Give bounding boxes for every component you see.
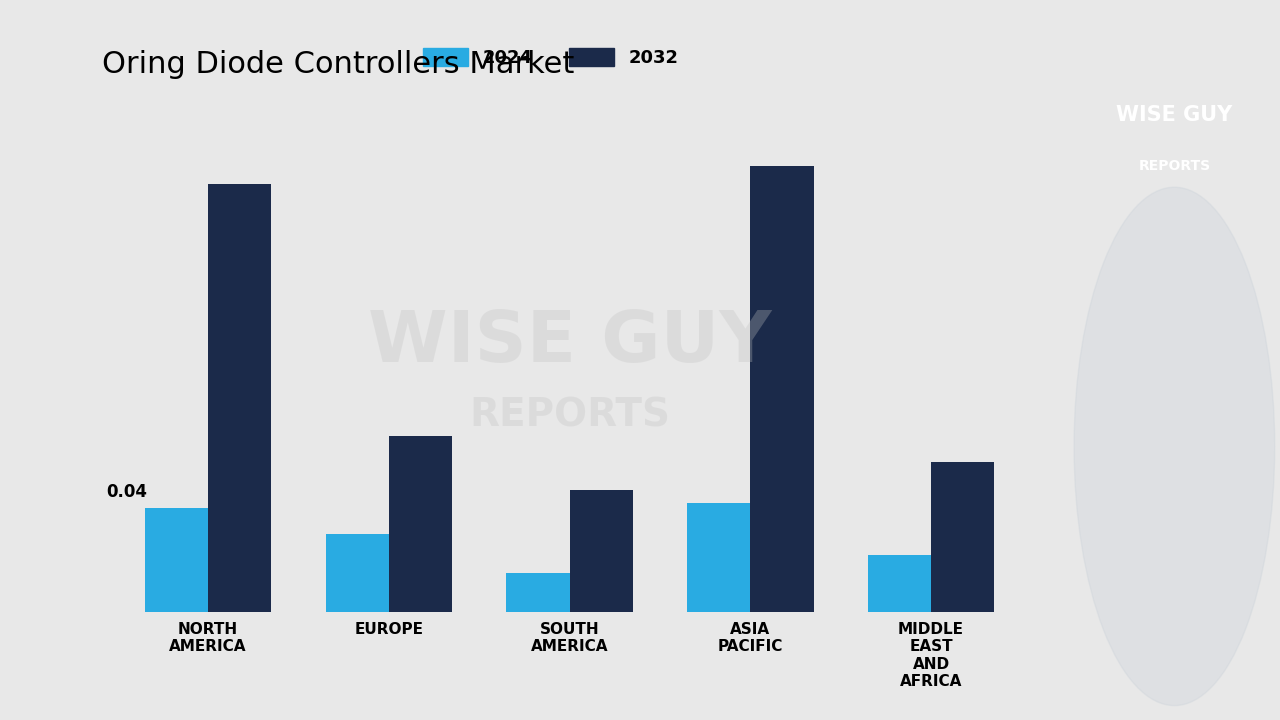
Text: WISE GUY: WISE GUY (1116, 105, 1233, 125)
Bar (209, 184, 271, 612)
Text: 0.04: 0.04 (106, 482, 147, 500)
Bar (687, 503, 750, 612)
Bar (931, 462, 995, 612)
Text: REPORTS: REPORTS (1138, 158, 1211, 173)
Bar (570, 490, 632, 612)
Ellipse shape (1074, 187, 1275, 706)
Legend: 2024, 2032: 2024, 2032 (416, 40, 686, 74)
Bar (325, 534, 389, 612)
Bar (145, 508, 209, 612)
Bar (750, 166, 814, 612)
Bar (868, 555, 931, 612)
Bar (507, 573, 570, 612)
Text: WISE GUY: WISE GUY (367, 308, 772, 377)
Text: REPORTS: REPORTS (468, 396, 671, 434)
Text: Oring Diode Controllers Market: Oring Diode Controllers Market (102, 50, 575, 79)
Bar (389, 436, 452, 612)
